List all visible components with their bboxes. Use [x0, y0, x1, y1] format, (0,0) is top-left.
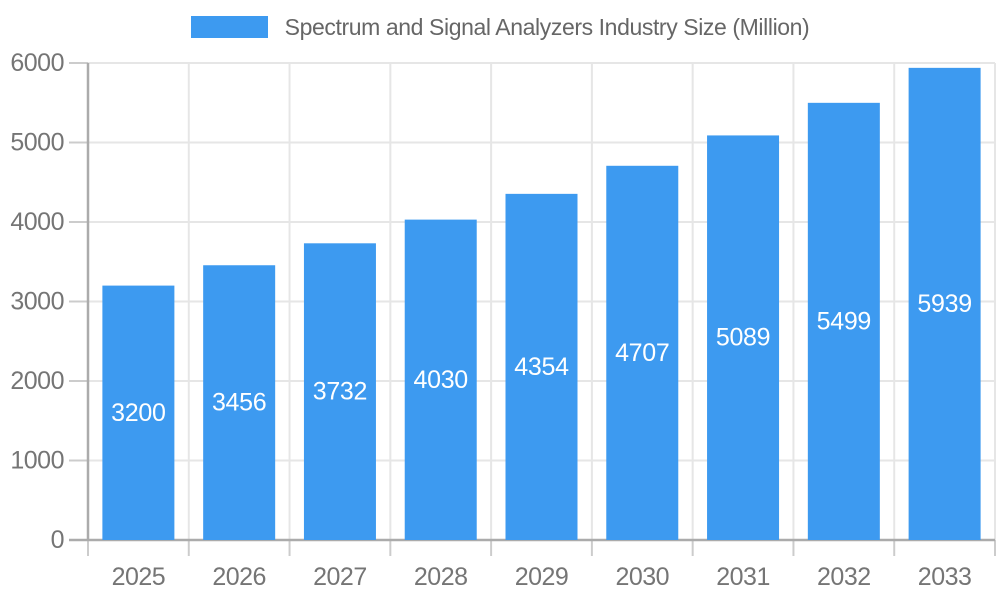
bar-2025[interactable] — [102, 285, 175, 540]
bar-2028[interactable] — [404, 219, 477, 541]
x-axis-label: 2033 — [918, 563, 972, 591]
chart-title: Spectrum and Signal Analyzers Industry S… — [284, 13, 810, 40]
bar-2032[interactable] — [807, 102, 880, 540]
bar-2030[interactable] — [606, 165, 679, 540]
chart-legend[interactable]: Spectrum and Signal Analyzers Industry S… — [0, 13, 1000, 41]
bar-value-label: 4354 — [514, 353, 569, 381]
x-axis-label: 2032 — [817, 563, 871, 591]
bar-value-label: 5939 — [917, 290, 971, 318]
bar-2029[interactable] — [505, 193, 578, 540]
bar-value-label: 5499 — [817, 307, 871, 335]
bar-value-label: 4707 — [615, 339, 669, 367]
bar-value-label: 5089 — [716, 324, 770, 352]
x-axis-label: 2029 — [515, 563, 569, 591]
x-axis-label: 2027 — [313, 563, 367, 591]
bar-2033[interactable] — [908, 67, 981, 541]
bar-2031[interactable] — [707, 135, 780, 540]
x-axis-label: 2030 — [615, 563, 669, 591]
y-axis-label: 1000 — [10, 447, 64, 475]
x-axis-label: 2026 — [212, 563, 266, 591]
y-axis-label: 3000 — [10, 288, 64, 316]
x-axis-label: 2031 — [716, 563, 770, 591]
bar-value-label: 3200 — [111, 399, 165, 427]
y-axis-label: 5000 — [10, 129, 64, 157]
bar-value-label: 4030 — [414, 366, 468, 394]
bar-value-label: 3732 — [313, 378, 367, 406]
legend-swatch — [190, 16, 268, 38]
bar-2027[interactable] — [303, 243, 376, 540]
bar-value-label: 3456 — [212, 389, 266, 417]
y-axis-label: 2000 — [10, 367, 64, 395]
y-axis-label: 4000 — [10, 208, 64, 236]
bar-2026[interactable] — [203, 265, 276, 540]
y-axis-label: 0 — [51, 526, 64, 554]
y-axis-label: 6000 — [10, 49, 64, 77]
x-axis-label: 2025 — [112, 563, 166, 591]
x-axis-label: 2028 — [414, 563, 468, 591]
